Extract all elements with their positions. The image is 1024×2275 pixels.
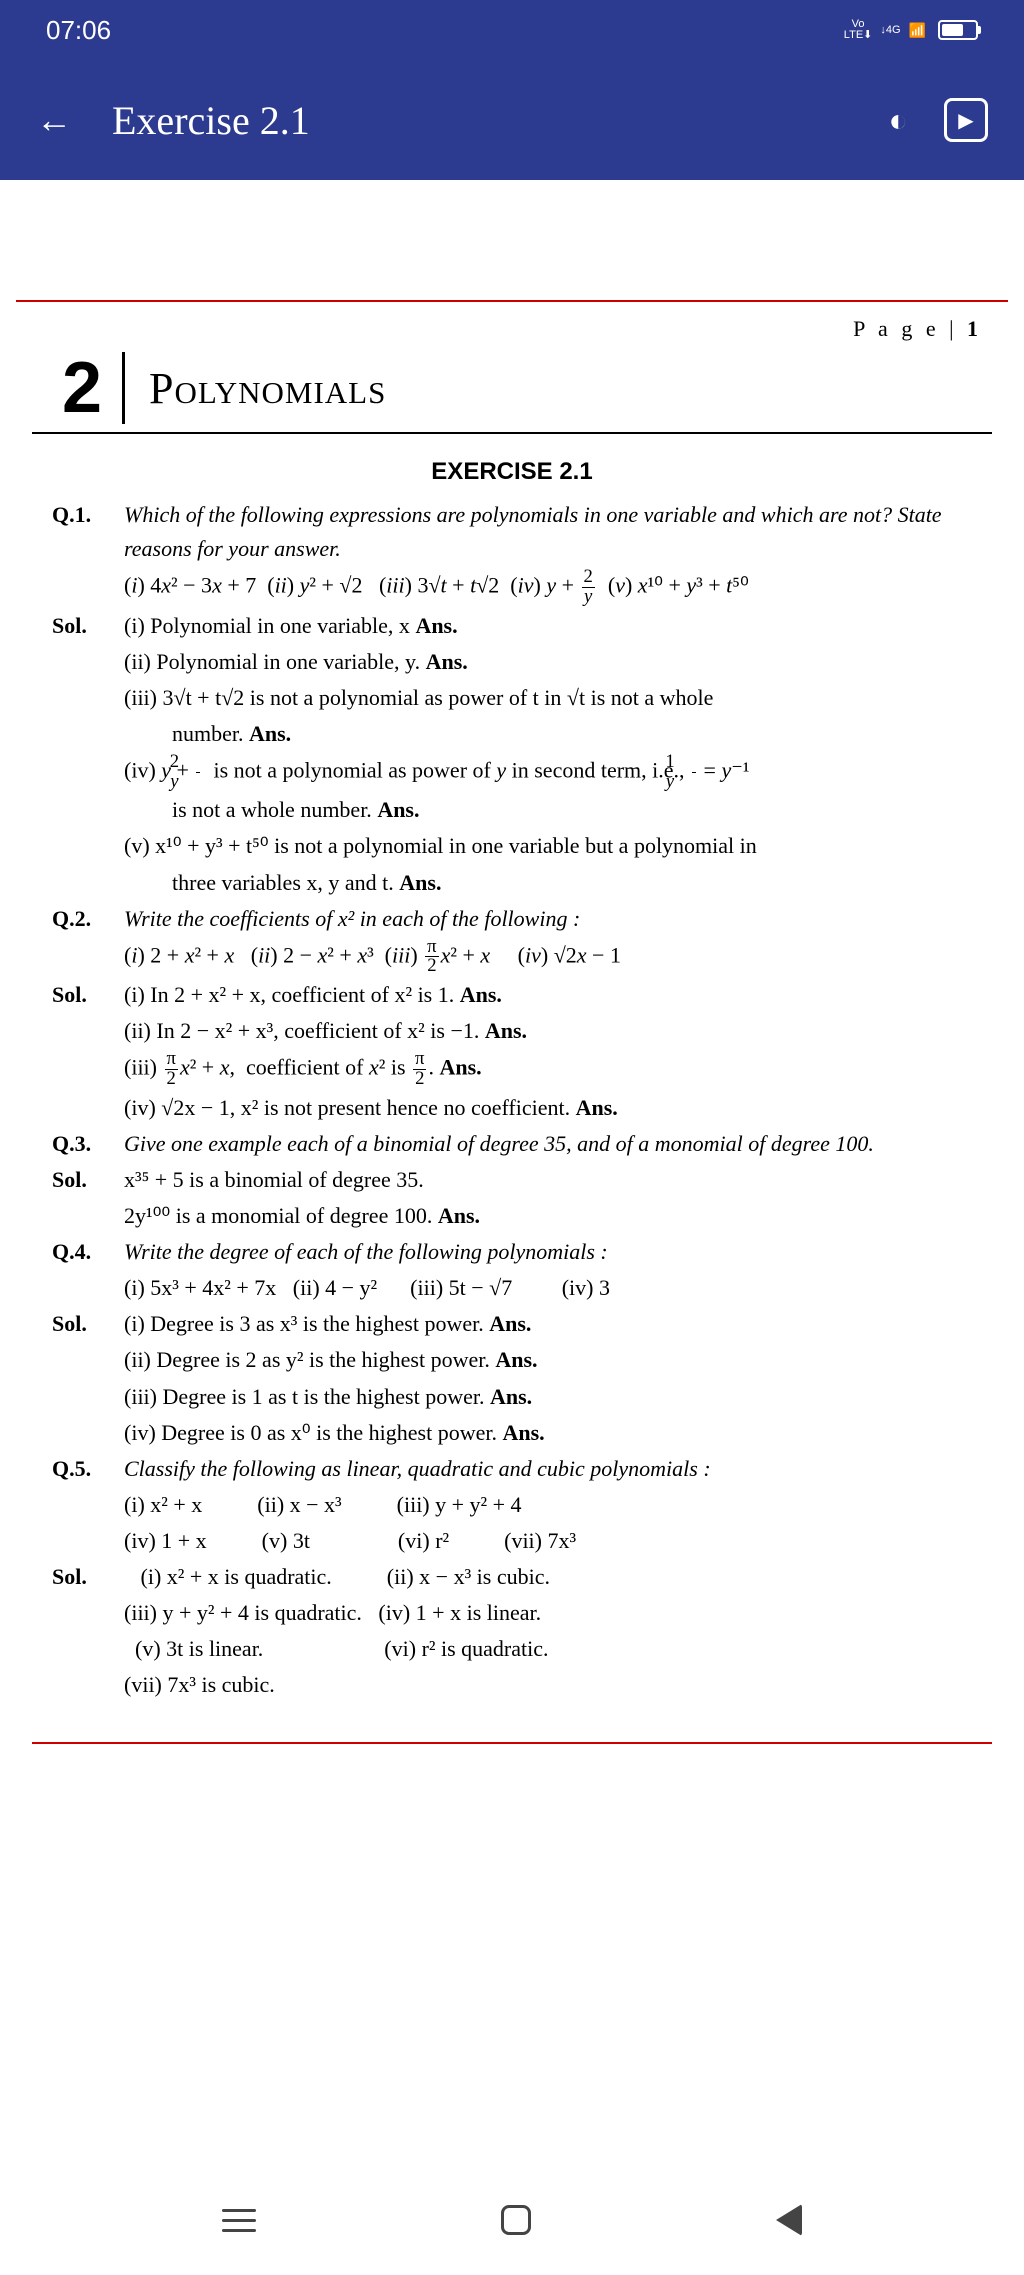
chapter-header: 2 Polynomials	[32, 352, 992, 434]
app-bar-right: ◐ ▶	[889, 98, 988, 142]
chapter-number: 2	[62, 352, 125, 424]
q4-opts: (i) 5x³ + 4x² + 7x (ii) 4 − y² (iii) 5t …	[52, 1271, 972, 1305]
navigation-bar	[0, 2165, 1024, 2275]
q2-row: Q.2.Write the coefficients of x² in each…	[52, 902, 972, 936]
q5-row: Q.5.Classify the following as linear, qu…	[52, 1452, 972, 1486]
status-bar: 07:06 Vo LTE⬇ ↓4G 📶	[0, 0, 1024, 60]
q1-sol-i-text: (i) Polynomial in one variable, x Ans.	[124, 609, 972, 643]
q2-sol-i: Sol.(i) In 2 + x² + x, coefficient of x²…	[52, 978, 972, 1012]
q1-label: Q.1.	[52, 498, 124, 566]
qa-block: Q.1. Which of the following expressions …	[16, 498, 1008, 1702]
q2-sol-iii: (iii) π2x² + x, coefficient of x² is π2.…	[52, 1050, 972, 1088]
exercise-title: EXERCISE 2.1	[16, 458, 1008, 486]
q3-sol-a: Sol.x³⁵ + 5 is a binomial of degree 35.	[52, 1163, 972, 1197]
q4-row: Q.4.Write the degree of each of the foll…	[52, 1235, 972, 1269]
q1-options: (i) 4x² − 3x + 7 (ii) y² + √2 (iii) 3√t …	[124, 568, 972, 606]
q4-sol-iv: (iv) Degree is 0 as x⁰ is the highest po…	[52, 1416, 972, 1450]
q1-sol-v: (v) x¹⁰ + y³ + t⁵⁰ is not a polynomial i…	[52, 829, 972, 863]
status-time: 07:06	[46, 15, 111, 46]
q5-sol-2: (iii) y + y² + 4 is quadratic. (iv) 1 + …	[52, 1596, 972, 1630]
back-nav-button[interactable]	[776, 2204, 802, 2236]
status-right: Vo LTE⬇ ↓4G 📶	[844, 19, 978, 41]
network-indicators: Vo LTE⬇ ↓4G 📶	[844, 19, 926, 41]
q1-sol-i: Sol. (i) Polynomial in one variable, x A…	[52, 609, 972, 643]
battery-icon	[938, 20, 978, 40]
net-label-2: LTE⬇	[844, 30, 873, 41]
q5-r1: (i) x² + x (ii) x − x³ (iii) y + y² + 4	[52, 1488, 972, 1522]
play-button[interactable]: ▶	[944, 98, 988, 142]
contrast-icon[interactable]: ◐	[889, 102, 908, 139]
sol-label: Sol.	[52, 609, 124, 643]
q2-sol-iv: (iv) √2x − 1, x² is not present hence no…	[52, 1091, 972, 1125]
q3-sol-b: 2y¹⁰⁰ is a monomial of degree 100. Ans.	[52, 1199, 972, 1233]
battery-fill	[942, 24, 963, 36]
q1-sol-ii: (ii) Polynomial in one variable, y. Ans.	[52, 645, 972, 679]
q4-sol-ii: (ii) Degree is 2 as y² is the highest po…	[52, 1343, 972, 1377]
q2-sol-ii: (ii) In 2 − x² + x³, coefficient of x² i…	[52, 1014, 972, 1048]
divider-bottom	[32, 1742, 992, 1744]
back-button[interactable]: ←	[36, 99, 72, 141]
home-button[interactable]	[501, 2205, 531, 2235]
q5-sol-3: (v) 3t is linear. (vi) r² is quadratic.	[52, 1632, 972, 1666]
page-label: P a g e |	[853, 316, 967, 341]
app-title: Exercise 2.1	[112, 97, 310, 144]
q1-sol-iii-b: number. Ans.	[52, 717, 972, 751]
q1-sol-iii: (iii) 3√t + t√2 is not a polynomial as p…	[52, 681, 972, 715]
q5-r2: (iv) 1 + x (v) 3t (vi) r² (vii) 7x³	[52, 1524, 972, 1558]
q1-row: Q.1. Which of the following expressions …	[52, 498, 972, 566]
q1-sol-iv: (iv) y + 2y is not a polynomial as power…	[52, 753, 972, 791]
app-bar-left: ← Exercise 2.1	[36, 97, 310, 144]
document-content: P a g e | 1 2 Polynomials EXERCISE 2.1 Q…	[0, 300, 1024, 1744]
q1-opts: (i) 4x² − 3x + 7 (ii) y² + √2 (iii) 3√t …	[52, 568, 972, 606]
page-num-value: 1	[967, 316, 978, 341]
signal-icon: 📶	[909, 22, 926, 39]
recents-button[interactable]	[222, 2209, 256, 2232]
q5-sol-1: Sol. (i) x² + x is quadratic. (ii) x − x…	[52, 1560, 972, 1594]
q3-row: Q.3.Give one example each of a binomial …	[52, 1127, 972, 1161]
q1-text: Which of the following expressions are p…	[124, 498, 972, 566]
q4-sol-i: Sol.(i) Degree is 3 as x³ is the highest…	[52, 1307, 972, 1341]
q5-sol-4: (vii) 7x³ is cubic.	[52, 1668, 972, 1702]
q1-sol-v-b: three variables x, y and t. Ans.	[52, 866, 972, 900]
q1-sol-iv-b: is not a whole number. Ans.	[52, 793, 972, 827]
q2-opts: (i) 2 + x² + x (ii) 2 − x² + x³ (iii) π2…	[52, 938, 972, 976]
page-number: P a g e | 1	[16, 302, 1008, 352]
app-bar: ← Exercise 2.1 ◐ ▶	[0, 60, 1024, 180]
net-label-3: ↓4G	[880, 25, 900, 36]
q4-sol-iii: (iii) Degree is 1 as t is the highest po…	[52, 1380, 972, 1414]
chapter-title: Polynomials	[149, 363, 386, 414]
